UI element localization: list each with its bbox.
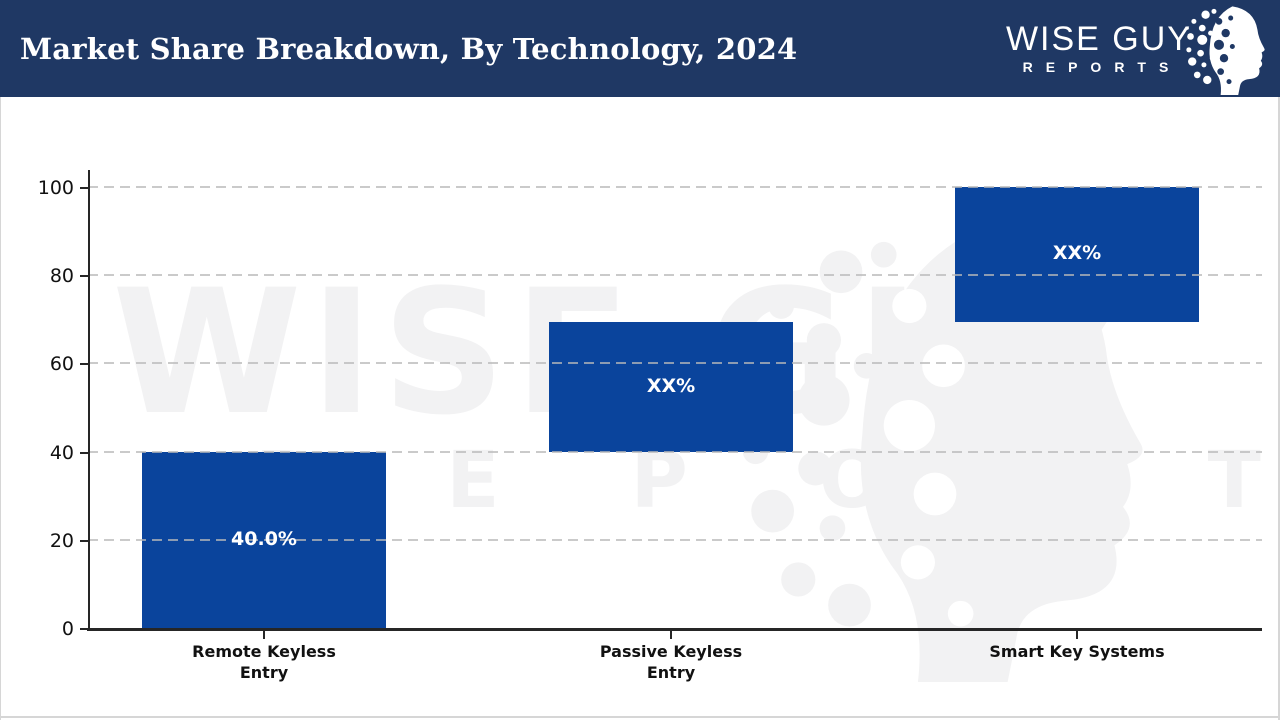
y-tick-label: 0 [61, 618, 74, 640]
y-tick-label: 40 [49, 441, 74, 464]
y-tick-label: 20 [49, 529, 74, 552]
page-border-bottom [0, 716, 1280, 718]
page-border-left [0, 97, 1, 720]
y-tick-mark [80, 363, 88, 366]
y-tick-mark [80, 187, 88, 189]
x-category-label-line: Passive Keyless [599, 642, 743, 661]
logo-sub-text: REPORTS [1022, 59, 1182, 75]
y-tick-label: 80 [49, 265, 74, 288]
bar-value-label: XX% [646, 374, 696, 397]
logo-face-icon [1185, 5, 1265, 95]
page-border-right [1278, 97, 1280, 720]
y-axis [88, 170, 90, 630]
logo-wordmark: WISE GUY REPORTS [1006, 22, 1192, 75]
x-category-label-line: Remote Keyless [192, 642, 336, 661]
bar-chart: 40.0% XX% XX% 0 20 40 60 80 100 Remote Keyless Ent… [0, 97, 1280, 720]
gridline [88, 186, 1262, 188]
logo-brand-text: WISE GUY [1005, 20, 1192, 58]
y-tick-mark [80, 539, 88, 542]
x-tick-mark [670, 631, 672, 639]
y-tick-label: 60 [49, 353, 74, 376]
x-category-label-line: Entry [646, 663, 696, 682]
gridline [88, 362, 1262, 365]
y-tick-label: 100 [37, 177, 74, 199]
x-category-label-line: Smart Key Systems [989, 642, 1165, 661]
gridline [88, 538, 1262, 541]
x-category-label: Smart Key Systems [947, 641, 1207, 662]
x-axis [87, 628, 1262, 631]
bar-value-label: 40.0% [231, 527, 297, 550]
header-band: Market Share Breakdown, By Technology, 2… [0, 0, 1280, 97]
y-tick-mark [80, 451, 88, 454]
y-tick-mark [80, 275, 88, 278]
x-tick-mark [263, 631, 265, 639]
gridline [88, 274, 1262, 277]
gridline [88, 450, 1262, 453]
y-tick-mark [80, 628, 88, 630]
x-category-label: Passive Keyless Entry [541, 641, 801, 683]
wiseguy-logo: WISE GUY REPORTS [1006, 3, 1280, 95]
x-category-label: Remote Keyless Entry [134, 641, 394, 683]
bar-value-label: XX% [1052, 242, 1102, 265]
x-category-label-line: Entry [239, 663, 289, 682]
x-tick-mark [1076, 631, 1078, 639]
chart-title: Market Share Breakdown, By Technology, 2… [20, 31, 798, 66]
